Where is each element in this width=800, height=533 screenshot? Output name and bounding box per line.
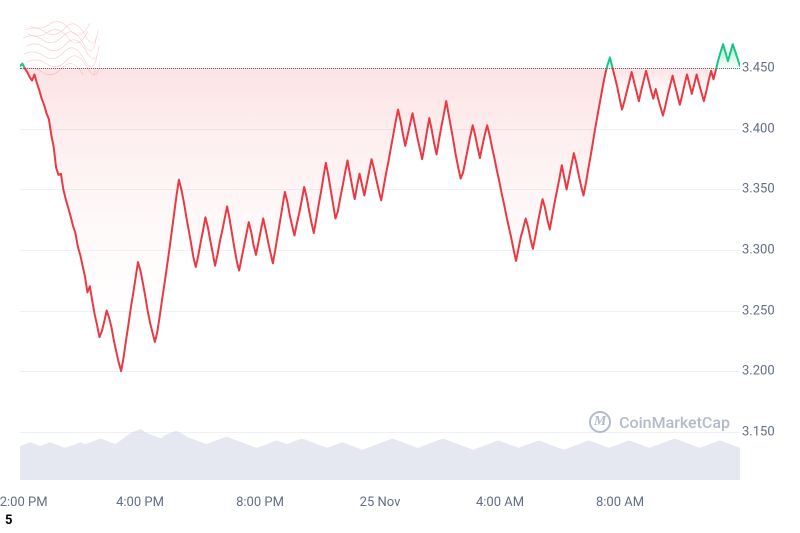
decorative-scribble-icon	[20, 20, 100, 75]
y-axis: 3.150 3.200 3.250 3.300 3.350 3.400 3.450	[742, 20, 792, 480]
y-tick-label: 3.350	[742, 182, 792, 197]
price-chart: 3.150 3.200 3.250 3.300 3.350 3.400 3.450 12:0…	[0, 0, 800, 533]
y-tick-label: 3.300	[742, 243, 792, 258]
corner-label: 5	[5, 513, 12, 528]
x-tick-label: 8:00 AM	[596, 495, 644, 510]
x-tick-label: 4:00 AM	[476, 495, 524, 510]
y-tick-label: 3.150	[742, 424, 792, 439]
y-tick-label: 3.200	[742, 364, 792, 379]
x-tick-label: 4:00 PM	[116, 495, 164, 510]
coinmarketcap-logo-icon: M	[589, 411, 611, 433]
x-tick-label: 8:00 PM	[236, 495, 284, 510]
watermark-text: CoinMarketCap	[619, 413, 730, 432]
x-tick-label: 25 Nov	[360, 495, 401, 510]
y-tick-label: 3.400	[742, 121, 792, 136]
y-tick-label: 3.450	[742, 61, 792, 76]
y-tick-label: 3.250	[742, 303, 792, 318]
watermark: M CoinMarketCap	[589, 411, 730, 433]
x-axis: 12:00 PM4:00 PM8:00 PM25 Nov4:00 AM8:00 …	[20, 495, 740, 515]
x-tick-label: 12:00 PM	[0, 495, 48, 510]
